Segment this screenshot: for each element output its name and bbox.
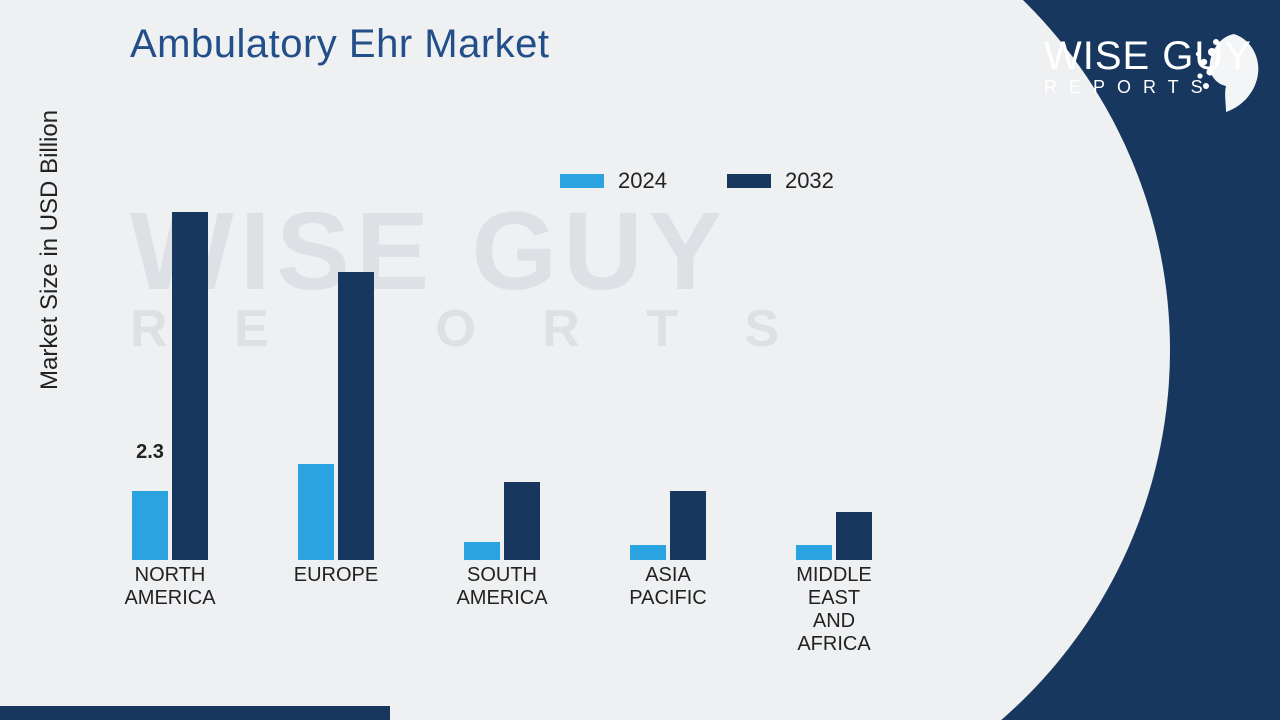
x-axis-category-label: NORTH AMERICA <box>90 564 250 610</box>
logo-line1: WISE GUY <box>1044 36 1252 76</box>
x-axis-category-label: ASIA PACIFIC <box>588 564 748 610</box>
legend-label-2032: 2032 <box>785 168 834 194</box>
x-axis-category-label: EUROPE <box>256 564 416 587</box>
x-axis-category-label: MIDDLE EAST AND AFRICA <box>754 564 914 656</box>
x-axis-category-label: SOUTH AMERICA <box>422 564 582 610</box>
legend-swatch-2024 <box>560 174 604 188</box>
y-axis-label: Market Size in USD Billion <box>36 110 64 390</box>
bar-2032 <box>338 272 374 560</box>
chart-plot-area: 2.3 <box>100 200 930 560</box>
logo-line2: REPORTS <box>1044 78 1252 96</box>
bar-2024 <box>630 545 666 560</box>
bar-2024 <box>464 542 500 560</box>
chart-canvas: Ambulatory Ehr Market WISE GUY R E P O R… <box>0 0 1280 720</box>
legend-swatch-2032 <box>727 174 771 188</box>
bar-2024 <box>132 491 168 560</box>
legend-item-2032: 2032 <box>727 168 834 194</box>
bar-2032 <box>836 512 872 560</box>
bar-2032 <box>670 491 706 560</box>
bottom-accent-bar <box>0 706 390 720</box>
legend-label-2024: 2024 <box>618 168 667 194</box>
bar-2024 <box>796 545 832 560</box>
bar-2032 <box>172 212 208 560</box>
chart-legend: 2024 2032 <box>560 168 834 194</box>
bar-2032 <box>504 482 540 560</box>
brand-logo: WISE GUY REPORTS <box>1044 36 1252 96</box>
bar-2024 <box>298 464 334 560</box>
legend-item-2024: 2024 <box>560 168 667 194</box>
bar-value-label: 2.3 <box>136 441 164 464</box>
chart-title: Ambulatory Ehr Market <box>130 22 550 67</box>
